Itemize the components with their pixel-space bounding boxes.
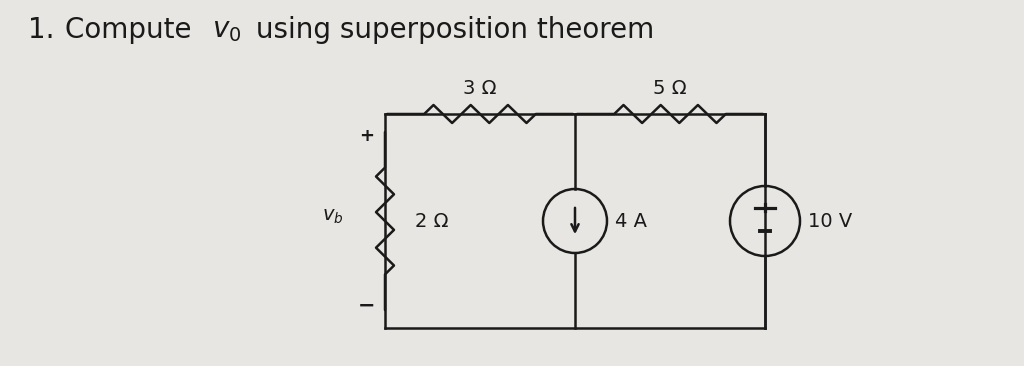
Text: 4 A: 4 A	[615, 212, 647, 231]
Text: 1.: 1.	[28, 16, 54, 44]
Text: 10 V: 10 V	[808, 212, 852, 231]
Text: using superposition theorem: using superposition theorem	[247, 16, 654, 44]
Text: Compute: Compute	[65, 16, 201, 44]
Text: $v_0$: $v_0$	[212, 16, 242, 44]
Text: +: +	[359, 127, 375, 145]
Text: $v_b$: $v_b$	[323, 206, 344, 225]
Text: −: −	[358, 296, 376, 316]
Text: 5 Ω: 5 Ω	[653, 79, 687, 98]
Text: 3 Ω: 3 Ω	[463, 79, 497, 98]
Text: 2 Ω: 2 Ω	[415, 212, 449, 231]
